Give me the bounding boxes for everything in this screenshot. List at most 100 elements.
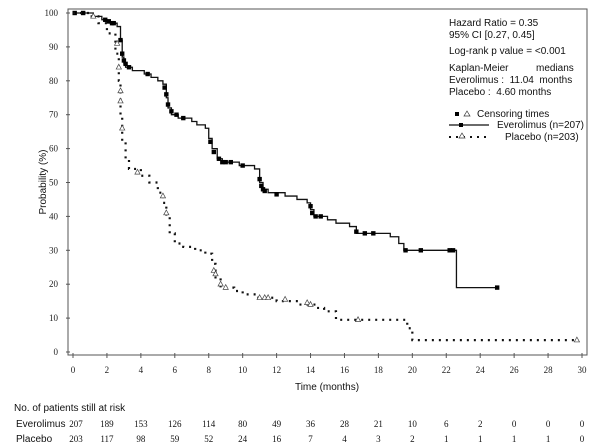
everolimus-censor-mark <box>257 176 262 182</box>
risk-count: 4 <box>342 434 347 444</box>
risk-row-label-placebo: Placebo <box>16 434 53 445</box>
risk-count: 98 <box>136 434 146 444</box>
everolimus-censor-mark <box>164 92 169 97</box>
everolimus-censor-mark <box>103 17 108 22</box>
y-tick-label: 0 <box>54 347 59 357</box>
everolimus-censor-mark <box>118 37 123 43</box>
everolimus-censor-mark <box>494 285 500 290</box>
risk-count: 0 <box>546 419 551 429</box>
y-tick-label: 50 <box>49 178 59 188</box>
risk-count: 21 <box>374 419 383 429</box>
everolimus-censor-mark <box>262 188 267 194</box>
everolimus-censor-mark <box>174 112 179 117</box>
hazard-ratio: Hazard Ratio = 0.35 <box>449 18 539 29</box>
y-axis-label: Probability (%) <box>38 149 49 214</box>
x-axis: 0 2 4 6 8 10 12 14 16 18 20 22 24 26 28 30 <box>71 353 587 375</box>
risk-count: 0 <box>512 419 517 429</box>
everolimus-censor-mark <box>223 159 228 165</box>
risk-table-title: No. of patients still at risk <box>14 403 126 414</box>
y-tick-label: 10 <box>49 313 59 323</box>
x-tick-label: 30 <box>578 365 588 375</box>
logrank-p: Log-rank p value = <0.001 <box>449 46 566 57</box>
everolimus-censor-mark <box>362 231 368 236</box>
x-axis-label: Time (months) <box>295 382 359 393</box>
risk-count: 207 <box>69 419 83 429</box>
everolimus-censor-mark <box>211 149 217 155</box>
everolimus-censor-mark <box>313 214 318 219</box>
everolimus-censor-mark <box>111 20 116 26</box>
everolimus-censor-mark <box>80 10 86 16</box>
y-tick-label: 90 <box>49 42 59 52</box>
y-tick-label: 80 <box>49 76 59 86</box>
risk-count: 49 <box>272 419 282 429</box>
survival-curves <box>72 10 581 343</box>
risk-count: 1 <box>546 434 551 444</box>
placebo-censor-mark <box>222 283 229 290</box>
median-everolimus: Everolimus : 11.04 months <box>449 75 572 86</box>
x-tick-label: 14 <box>306 365 316 375</box>
everolimus-censor-mark <box>165 102 171 107</box>
risk-count: 1 <box>478 434 483 444</box>
placebo-censor-mark <box>117 87 124 94</box>
risk-count: 80 <box>238 419 248 429</box>
risk-row-label-everolimus: Everolimus <box>16 419 65 430</box>
legend-everolimus: Everolimus (n=207) <box>497 120 584 131</box>
placebo-censor-mark <box>212 270 219 277</box>
risk-count: 0 <box>580 419 585 429</box>
everolimus-censor-mark <box>208 139 213 145</box>
everolimus-censor-mark <box>169 109 174 114</box>
everolimus-censor-mark <box>308 204 313 209</box>
x-tick-label: 22 <box>442 365 451 375</box>
x-tick-label: 0 <box>71 365 76 375</box>
everolimus-censor-mark <box>447 248 452 253</box>
y-tick-label: 60 <box>49 144 59 154</box>
x-tick-label: 18 <box>374 365 384 375</box>
everolimus-censor-mark <box>126 65 132 70</box>
placebo-censor-mark <box>113 39 121 46</box>
everolimus-censor-mark <box>450 248 456 253</box>
risk-count: 59 <box>170 434 180 444</box>
legend-placebo: Placebo (n=203) <box>505 132 579 143</box>
y-tick-label: 40 <box>49 211 59 221</box>
everolimus-censor-mark <box>403 248 408 253</box>
x-tick-label: 24 <box>476 365 486 375</box>
y-axis: 0 10 20 30 40 50 60 70 80 90 100 <box>45 8 70 357</box>
everolimus-censor-mark <box>354 229 359 234</box>
everolimus-censor-mark <box>274 192 279 197</box>
everolimus-curve <box>73 12 498 289</box>
risk-count: 203 <box>69 434 83 444</box>
legend-placebo-marker <box>458 132 466 139</box>
x-tick-label: 4 <box>139 365 144 375</box>
risk-count: 28 <box>340 419 350 429</box>
risk-count: 114 <box>202 419 216 429</box>
everolimus-censor-mark <box>228 159 233 165</box>
legend-censoring: Censoring times <box>477 109 549 120</box>
everolimus-censor-mark <box>418 248 424 253</box>
risk-count: 36 <box>306 419 316 429</box>
everolimus-censor-mark <box>216 156 222 161</box>
placebo-censor-mark <box>119 124 126 131</box>
y-tick-label: 30 <box>49 245 59 255</box>
risk-count: 1 <box>512 434 517 444</box>
y-tick-label: 100 <box>45 8 59 18</box>
everolimus-censor-mark <box>145 71 150 77</box>
x-tick-label: 16 <box>340 365 350 375</box>
y-tick-label: 70 <box>49 110 59 120</box>
risk-count: 126 <box>168 419 182 429</box>
everolimus-censor-mark <box>240 163 245 168</box>
placebo-censor-mark <box>307 300 314 307</box>
risk-count: 16 <box>272 434 282 444</box>
everolimus-censor-mark <box>162 85 167 90</box>
x-tick-label: 26 <box>510 365 520 375</box>
confidence-interval: 95% CI [0.27, 0.45] <box>449 30 535 41</box>
risk-count: 24 <box>238 434 248 444</box>
risk-count: 7 <box>308 434 313 444</box>
everolimus-censor-mark <box>106 19 111 24</box>
x-tick-label: 8 <box>206 365 211 375</box>
everolimus-censor-mark <box>371 231 376 236</box>
everolimus-censor-mark <box>220 159 225 165</box>
risk-count: 189 <box>100 419 114 429</box>
risk-count: 2 <box>410 434 415 444</box>
legend-square-marker-icon <box>455 112 459 116</box>
